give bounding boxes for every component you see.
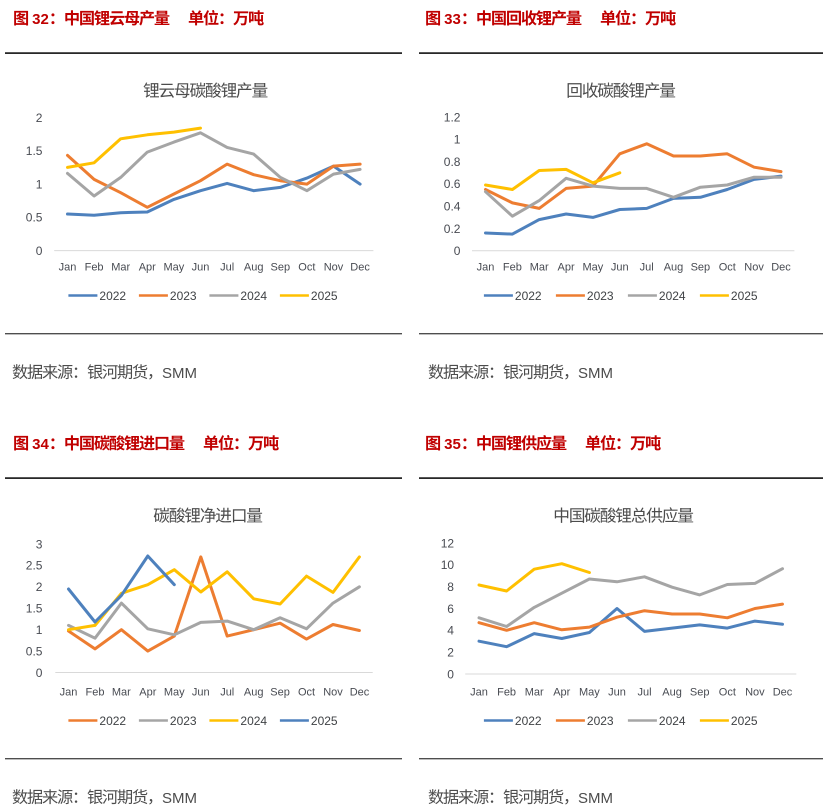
- svg-text:Aug: Aug: [664, 262, 684, 274]
- svg-text:Mar: Mar: [112, 687, 131, 699]
- svg-text:Aug: Aug: [244, 262, 264, 274]
- svg-text:Apr: Apr: [139, 262, 156, 274]
- svg-text:Apr: Apr: [553, 687, 570, 699]
- svg-text:Feb: Feb: [497, 687, 516, 699]
- svg-text:2025: 2025: [311, 714, 338, 728]
- svg-text:0.5: 0.5: [26, 211, 43, 225]
- svg-text:2024: 2024: [240, 714, 267, 728]
- svg-text:SMM: SMM: [578, 365, 613, 382]
- svg-text:May: May: [164, 262, 185, 274]
- svg-text:2023: 2023: [170, 289, 197, 303]
- svg-text:Mar: Mar: [111, 262, 130, 274]
- svg-text:1: 1: [36, 177, 43, 191]
- svg-text:Aug: Aug: [662, 687, 682, 699]
- svg-text:4: 4: [447, 624, 454, 638]
- svg-text:Oct: Oct: [298, 262, 315, 274]
- svg-text:0: 0: [447, 667, 454, 681]
- svg-text:Oct: Oct: [719, 687, 736, 699]
- svg-text:Apr: Apr: [139, 687, 156, 699]
- svg-text:Dec: Dec: [350, 687, 370, 699]
- svg-text:0: 0: [36, 244, 43, 258]
- svg-text:Aug: Aug: [244, 687, 264, 699]
- svg-text:6: 6: [447, 602, 454, 616]
- svg-text:Dec: Dec: [350, 262, 370, 274]
- svg-text:1.5: 1.5: [26, 144, 43, 158]
- svg-text:Dec: Dec: [771, 262, 791, 274]
- svg-text:8: 8: [447, 580, 454, 594]
- svg-text:2022: 2022: [99, 714, 126, 728]
- svg-text:Nov: Nov: [323, 687, 343, 699]
- svg-text:Feb: Feb: [86, 687, 105, 699]
- svg-text:Mar: Mar: [530, 262, 549, 274]
- svg-text:2022: 2022: [515, 289, 542, 303]
- svg-text:2025: 2025: [731, 289, 758, 303]
- svg-text:0.6: 0.6: [444, 177, 461, 191]
- svg-text:0.2: 0.2: [444, 222, 461, 236]
- svg-text:33: 33: [440, 11, 461, 28]
- svg-text:Sep: Sep: [271, 262, 291, 274]
- svg-text:34: 34: [28, 436, 50, 453]
- svg-text:2023: 2023: [170, 714, 197, 728]
- svg-text:2: 2: [447, 646, 454, 660]
- svg-text:0.5: 0.5: [26, 644, 43, 658]
- svg-text:Dec: Dec: [773, 687, 793, 699]
- svg-text:2022: 2022: [99, 289, 126, 303]
- svg-text:May: May: [579, 687, 600, 699]
- svg-text:Jul: Jul: [220, 687, 234, 699]
- svg-text:2023: 2023: [587, 714, 614, 728]
- svg-text:Oct: Oct: [298, 687, 315, 699]
- svg-text:SMM: SMM: [578, 790, 613, 807]
- svg-text:May: May: [583, 262, 604, 274]
- svg-text:Apr: Apr: [558, 262, 575, 274]
- svg-text:2025: 2025: [311, 289, 338, 303]
- svg-text:0: 0: [454, 244, 461, 258]
- svg-text:Jun: Jun: [192, 687, 210, 699]
- svg-text:0.4: 0.4: [444, 200, 461, 214]
- svg-text:Feb: Feb: [503, 262, 522, 274]
- svg-text:Nov: Nov: [324, 262, 344, 274]
- svg-text:Jul: Jul: [640, 262, 654, 274]
- svg-text:2024: 2024: [240, 289, 267, 303]
- svg-text:Jun: Jun: [192, 262, 210, 274]
- svg-text:Jan: Jan: [59, 262, 77, 274]
- svg-text:Jul: Jul: [220, 262, 234, 274]
- svg-text:Nov: Nov: [745, 687, 765, 699]
- svg-text:Mar: Mar: [525, 687, 544, 699]
- svg-text:Jul: Jul: [638, 687, 652, 699]
- svg-text:2024: 2024: [659, 289, 686, 303]
- svg-text:0.8: 0.8: [444, 155, 461, 169]
- svg-text:1: 1: [36, 623, 43, 637]
- svg-text:SMM: SMM: [162, 365, 197, 382]
- svg-text:2: 2: [36, 580, 43, 594]
- svg-text:10: 10: [441, 558, 455, 572]
- svg-text:Jun: Jun: [611, 262, 629, 274]
- svg-text:Oct: Oct: [719, 262, 736, 274]
- svg-text:1: 1: [454, 133, 461, 147]
- svg-text:Jan: Jan: [60, 687, 78, 699]
- svg-text:Sep: Sep: [691, 262, 711, 274]
- svg-text:2022: 2022: [515, 714, 542, 728]
- svg-text:Jan: Jan: [470, 687, 488, 699]
- svg-text:2024: 2024: [659, 714, 686, 728]
- svg-text:Feb: Feb: [85, 262, 104, 274]
- svg-text:Sep: Sep: [690, 687, 710, 699]
- svg-text:May: May: [164, 687, 185, 699]
- svg-text:SMM: SMM: [162, 790, 197, 807]
- svg-text:1.2: 1.2: [444, 110, 461, 124]
- svg-text:2: 2: [36, 111, 43, 125]
- svg-text:1.5: 1.5: [26, 602, 43, 616]
- svg-text:2025: 2025: [731, 714, 758, 728]
- svg-text:35: 35: [440, 436, 461, 453]
- svg-text:Nov: Nov: [744, 262, 764, 274]
- svg-text:0: 0: [36, 666, 43, 680]
- svg-text:2023: 2023: [587, 289, 614, 303]
- svg-text:2.5: 2.5: [26, 559, 43, 573]
- svg-text:12: 12: [441, 536, 455, 550]
- svg-text:3: 3: [36, 537, 43, 551]
- svg-text:32: 32: [28, 11, 49, 28]
- svg-text:Jun: Jun: [608, 687, 626, 699]
- svg-text:Jan: Jan: [477, 262, 495, 274]
- svg-text:Sep: Sep: [270, 687, 290, 699]
